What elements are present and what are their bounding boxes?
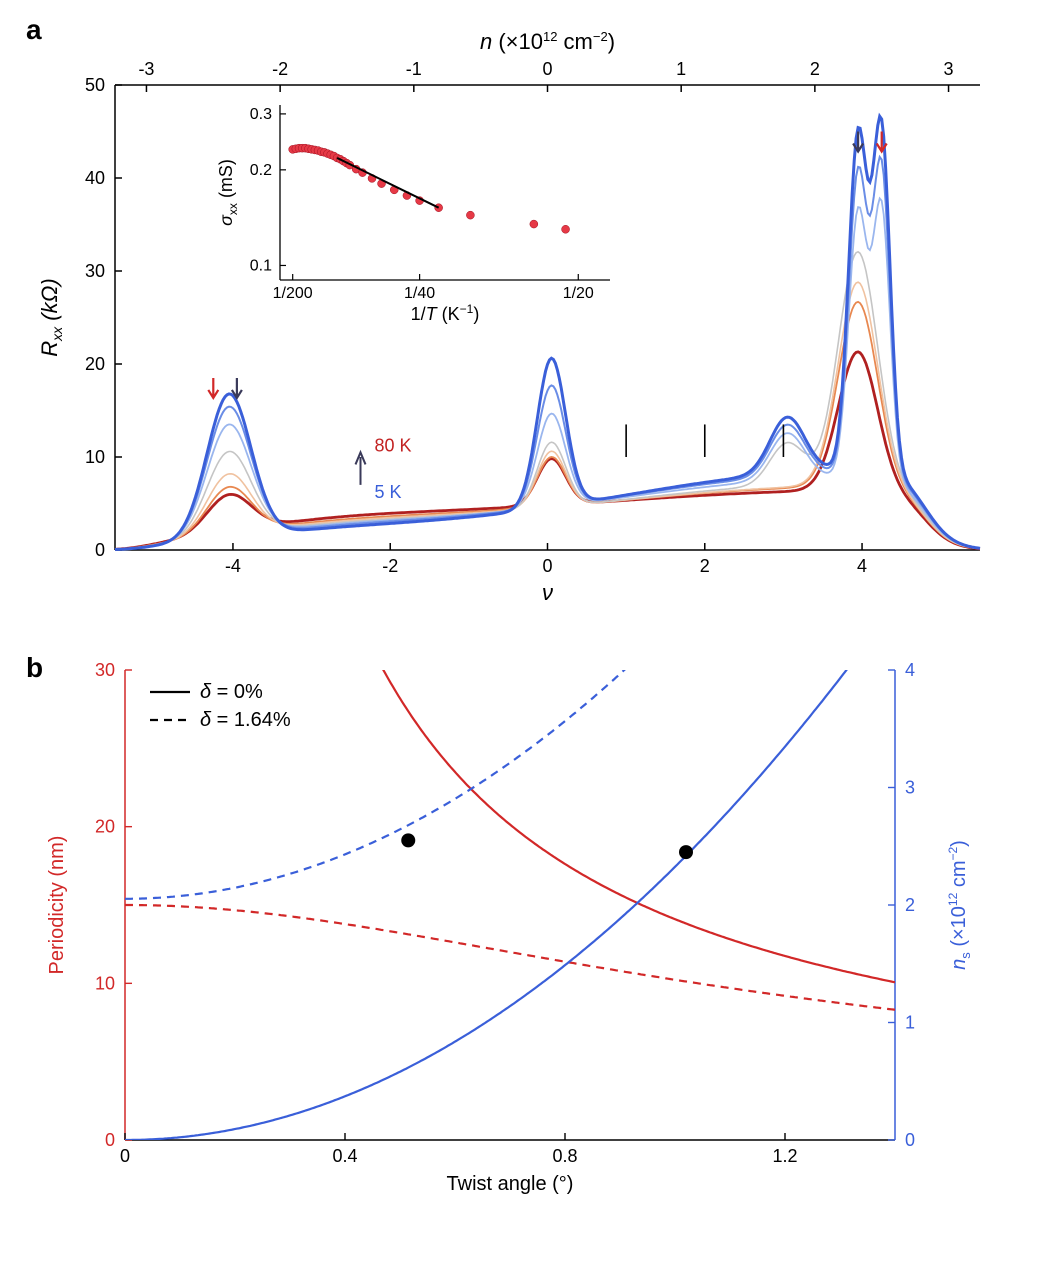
- rxx-curve: [115, 352, 980, 549]
- svg-text:2: 2: [905, 895, 915, 915]
- svg-text:0: 0: [105, 1130, 115, 1150]
- svg-text:0: 0: [120, 1146, 130, 1166]
- svg-text:4: 4: [905, 660, 915, 680]
- svg-text:ν: ν: [542, 580, 553, 605]
- svg-text:Twist angle (°): Twist angle (°): [447, 1173, 574, 1195]
- svg-text:1: 1: [676, 59, 686, 79]
- panel-label-b: b: [26, 652, 43, 684]
- svg-text:-4: -4: [225, 556, 241, 576]
- marker-unstrained: [679, 845, 693, 859]
- svg-text:3: 3: [905, 778, 915, 798]
- temp-label-5k: 5 K: [375, 482, 402, 502]
- svg-text:σxx (mS): σxx (mS): [216, 159, 240, 226]
- svg-text:3: 3: [944, 59, 954, 79]
- svg-text:4: 4: [857, 556, 867, 576]
- svg-text:10: 10: [85, 447, 105, 467]
- legend-text: δ = 1.64%: [200, 709, 291, 731]
- svg-text:1/40: 1/40: [404, 285, 435, 302]
- svg-text:0: 0: [905, 1130, 915, 1150]
- svg-text:-2: -2: [272, 59, 288, 79]
- periodicity-dashed: [125, 905, 895, 1010]
- temp-label-80k: 80 K: [375, 436, 412, 456]
- svg-text:30: 30: [95, 660, 115, 680]
- red-arrow-left: [208, 378, 218, 398]
- inset-point: [562, 225, 570, 233]
- svg-text:50: 50: [85, 75, 105, 95]
- svg-text:0.4: 0.4: [332, 1146, 357, 1166]
- svg-text:1.2: 1.2: [772, 1146, 797, 1166]
- temp-arrow: [356, 452, 366, 485]
- inset-point: [466, 211, 474, 219]
- svg-text:20: 20: [95, 817, 115, 837]
- svg-text:0: 0: [542, 556, 552, 576]
- svg-text:0.8: 0.8: [552, 1146, 577, 1166]
- svg-text:0: 0: [95, 540, 105, 560]
- marker-strained: [401, 833, 415, 847]
- svg-text:-1: -1: [406, 59, 422, 79]
- svg-text:40: 40: [85, 168, 105, 188]
- rxx-curve: [115, 282, 980, 549]
- svg-text:ns (×1012 cm−2): ns (×1012 cm−2): [946, 840, 973, 970]
- svg-text:n (×1012 cm−2): n (×1012 cm−2): [480, 29, 615, 54]
- svg-text:1/20: 1/20: [563, 285, 594, 302]
- svg-text:Rxx (kΩ): Rxx (kΩ): [37, 278, 65, 356]
- svg-text:0: 0: [542, 59, 552, 79]
- svg-text:2: 2: [810, 59, 820, 79]
- svg-text:-2: -2: [382, 556, 398, 576]
- figure-b-svg: 0 0.4 0.8 1.2 0 10 20 30 0 1 2 3 4 Twist angle (°) Per…: [20, 650, 1000, 1210]
- legend-text: δ = 0%: [200, 681, 263, 703]
- svg-text:2: 2: [700, 556, 710, 576]
- svg-text:10: 10: [95, 973, 115, 993]
- figure-container: a 01020304050-4-2024-3-2-10123Rxx (kΩ)νn…: [20, 20, 1028, 1210]
- svg-text:Periodicity (nm): Periodicity (nm): [46, 836, 68, 975]
- inset-point: [530, 220, 538, 228]
- panel-label-a: a: [26, 14, 42, 46]
- svg-text:1/200: 1/200: [273, 285, 313, 302]
- svg-text:20: 20: [85, 354, 105, 374]
- svg-text:-3: -3: [138, 59, 154, 79]
- figure-a-svg: 0 10 20 30 40 50 -4 -2 0 2 4 -3 -2 -1 0 1 2 3 Rxx (kΩ) ν n (…: [20, 20, 1000, 620]
- svg-text:0.1: 0.1: [250, 257, 272, 274]
- svg-text:30: 30: [85, 261, 105, 281]
- svg-text:1/T (K−1): 1/T (K−1): [411, 302, 480, 324]
- svg-text:0.2: 0.2: [250, 162, 272, 179]
- svg-text:0.3: 0.3: [250, 106, 272, 123]
- svg-text:1: 1: [905, 1013, 915, 1033]
